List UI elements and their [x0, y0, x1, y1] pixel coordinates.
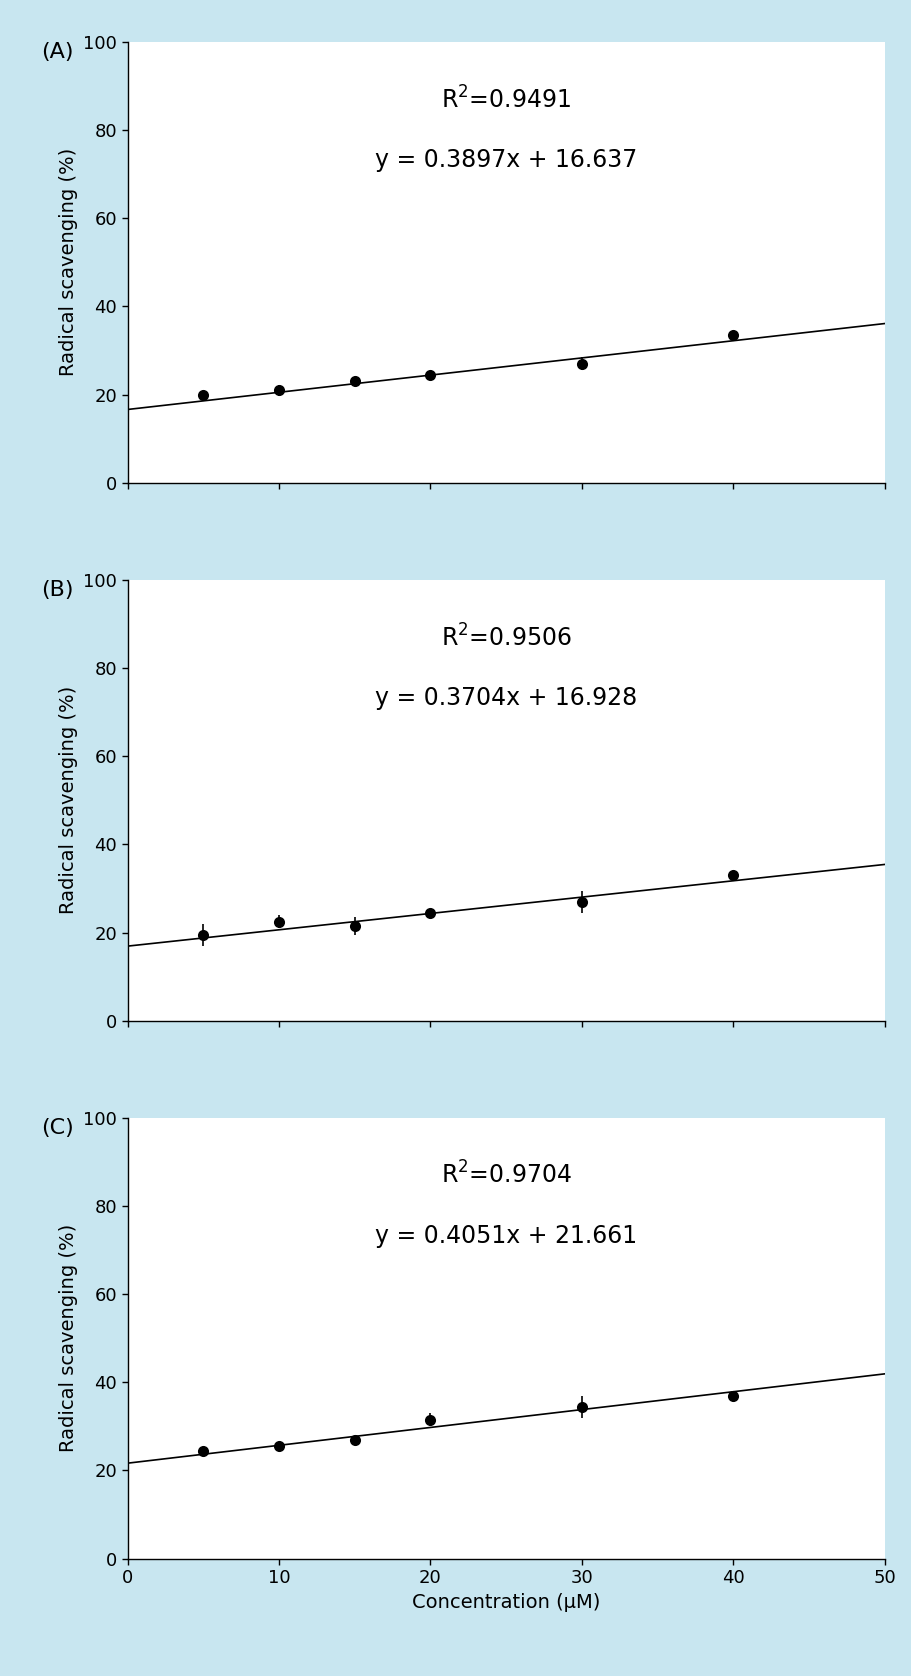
Text: y = 0.3897x + 16.637: y = 0.3897x + 16.637: [374, 147, 637, 171]
Text: R$^2$=0.9506: R$^2$=0.9506: [440, 623, 571, 650]
Text: y = 0.3704x + 16.928: y = 0.3704x + 16.928: [374, 685, 637, 709]
Text: y = 0.4051x + 21.661: y = 0.4051x + 21.661: [374, 1223, 637, 1247]
Text: R$^2$=0.9491: R$^2$=0.9491: [441, 85, 570, 114]
X-axis label: Concentration (μM): Concentration (μM): [412, 1592, 599, 1612]
Y-axis label: Radical scavenging (%): Radical scavenging (%): [59, 685, 77, 915]
Text: R$^2$=0.9704: R$^2$=0.9704: [440, 1161, 571, 1188]
Y-axis label: Radical scavenging (%): Radical scavenging (%): [59, 1223, 77, 1453]
Text: (B): (B): [41, 580, 73, 600]
Text: (C): (C): [41, 1118, 73, 1138]
Text: (A): (A): [41, 42, 73, 62]
Y-axis label: Radical scavenging (%): Radical scavenging (%): [59, 147, 77, 377]
